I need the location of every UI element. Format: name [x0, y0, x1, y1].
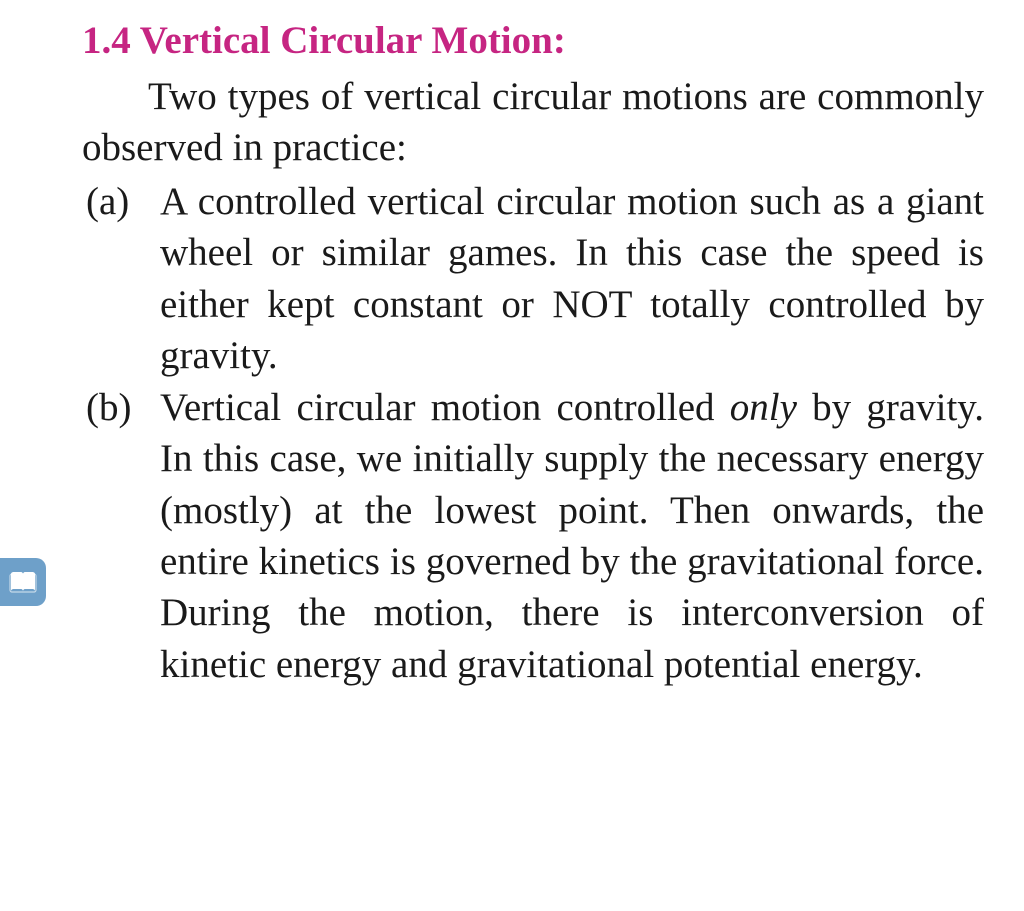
intro-paragraph: Two types of vertical circular motions a… — [82, 71, 984, 174]
list-item: (b) Vertical circular motion controlled … — [82, 382, 984, 691]
list-body: Vertical circular motion controlled only… — [160, 382, 984, 691]
list-text-emph: only — [730, 386, 797, 429]
open-book-icon — [9, 571, 37, 593]
page: 1.4 Vertical Circular Motion: Two types … — [0, 0, 1024, 911]
list-marker: (b) — [82, 382, 160, 691]
item-list: (a) A controlled vertical circular motio… — [82, 176, 984, 691]
list-text-lead: Vertical circular motion controlled — [160, 386, 730, 429]
section-heading: 1.4 Vertical Circular Motion: — [82, 18, 984, 65]
side-tab[interactable] — [0, 558, 46, 606]
list-body: A controlled vertical circular motion su… — [160, 176, 984, 382]
list-item: (a) A controlled vertical circular motio… — [82, 176, 984, 382]
text-content: 1.4 Vertical Circular Motion: Two types … — [82, 18, 984, 690]
list-marker: (a) — [82, 176, 160, 382]
list-text-rest: by gravity. In this case, we initially s… — [160, 386, 984, 686]
